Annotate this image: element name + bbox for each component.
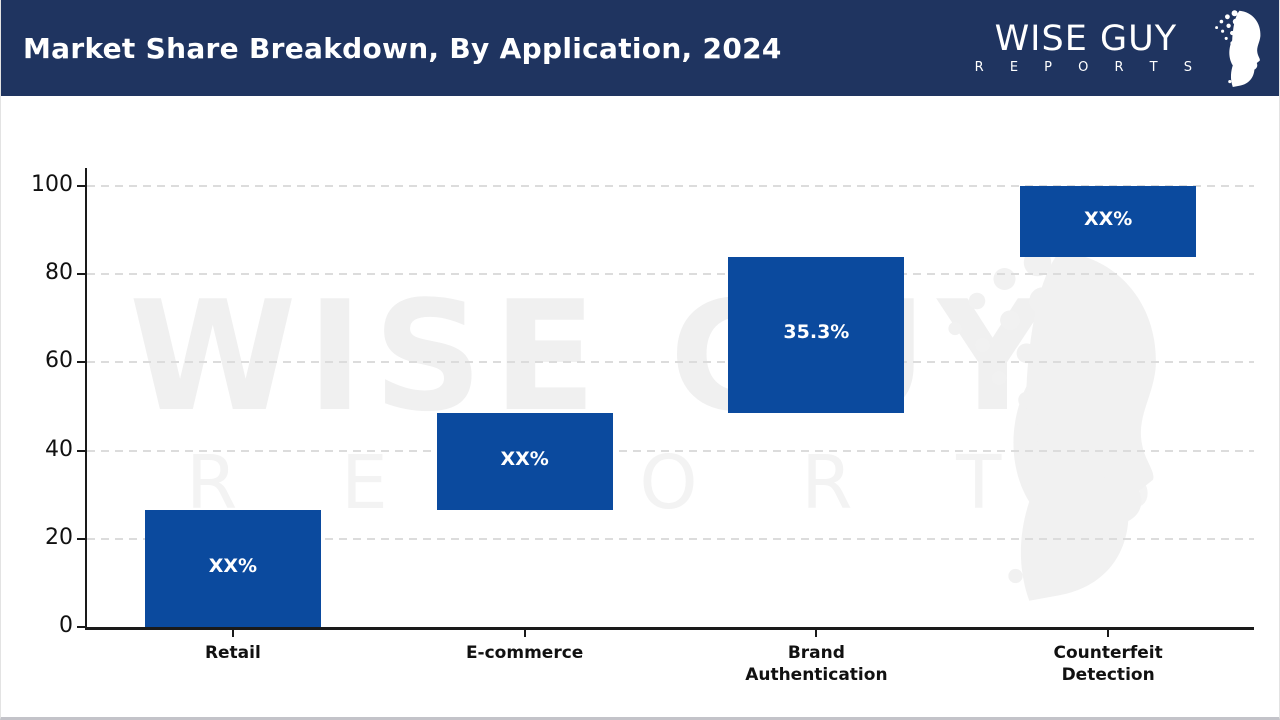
- gridline: [87, 361, 1254, 364]
- logo-subtitle: R E P O R T S: [974, 59, 1203, 75]
- y-axis-tick: [77, 273, 87, 276]
- y-axis-tick: [77, 449, 87, 452]
- y-axis-tick-label: 20: [45, 524, 73, 550]
- gridline: [87, 185, 1254, 187]
- x-axis-tick: [231, 629, 234, 637]
- x-axis-tick: [815, 629, 818, 637]
- y-axis-tick: [77, 626, 87, 628]
- y-axis-tick-label: 100: [31, 172, 73, 197]
- x-axis-tick: [523, 629, 526, 637]
- page-title: Market Share Breakdown, By Application, …: [23, 31, 782, 65]
- bar-segment: [436, 413, 613, 511]
- y-axis-tick: [77, 361, 87, 364]
- wise-guy-logo: WISE GUY R E P O R T S: [969, 6, 1267, 90]
- gridline: [87, 537, 1254, 540]
- bar-segment: [1020, 186, 1197, 258]
- watermark-face-icon: [948, 248, 1156, 601]
- x-axis-tick: [1107, 629, 1110, 637]
- y-axis-spine: [85, 168, 87, 630]
- bar-segment: [728, 257, 905, 414]
- bar-value-label: XX%: [500, 447, 549, 470]
- y-axis-tick: [77, 537, 87, 540]
- x-axis-category-label: Counterfeit Detection: [1053, 643, 1163, 686]
- y-axis-tick-label: 40: [45, 436, 73, 462]
- x-axis-category-label: E-commerce: [465, 643, 584, 663]
- bar-value-label: 35.3%: [783, 321, 850, 344]
- y-axis-tick-label: 60: [45, 348, 73, 374]
- bar-value-label: XX%: [208, 554, 258, 577]
- logo-wordmark: WISE GUY: [994, 19, 1178, 60]
- y-axis-tick: [77, 185, 87, 187]
- watermark-subtitle: R E P O R T S: [186, 440, 1192, 526]
- bar-segment: [144, 510, 321, 627]
- x-axis-category-label: Retail: [204, 643, 261, 663]
- y-axis-tick-label: 80: [45, 260, 73, 286]
- x-axis-category-label: Brand Authentication: [745, 643, 888, 686]
- x-axis-spine: [85, 627, 1254, 630]
- gridline: [87, 273, 1254, 276]
- gridline: [87, 449, 1254, 452]
- header-banner: Market Share Breakdown, By Application, …: [1, 0, 1279, 96]
- y-axis-tick-label: 0: [59, 613, 73, 638]
- logo-text: WISE GUY R E P O R T S: [969, 21, 1203, 75]
- bar-value-label: XX%: [1083, 207, 1133, 230]
- logo-face-icon: [1215, 10, 1261, 88]
